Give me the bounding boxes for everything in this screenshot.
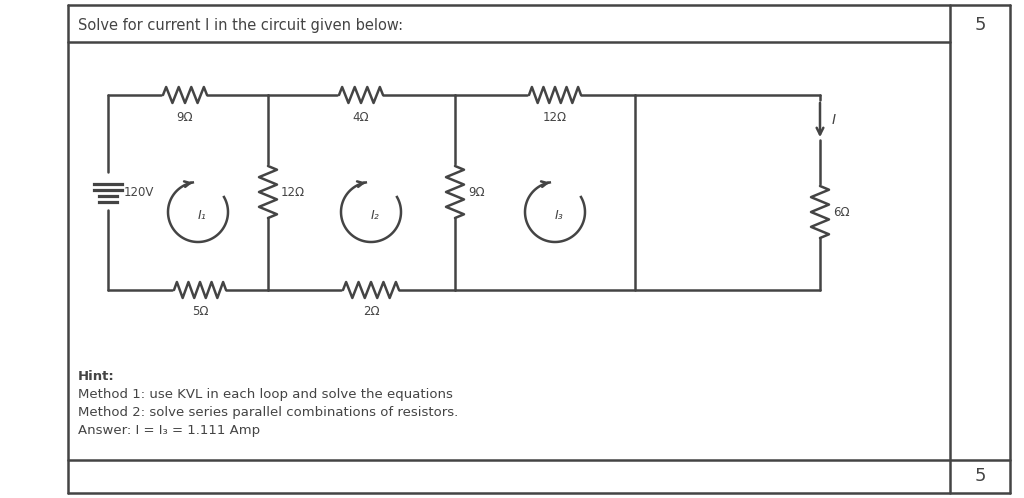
- Text: Solve for current I in the circuit given below:: Solve for current I in the circuit given…: [78, 17, 403, 32]
- Text: Method 2: solve series parallel combinations of resistors.: Method 2: solve series parallel combinat…: [78, 406, 459, 419]
- Text: 12Ω: 12Ω: [543, 111, 567, 124]
- Text: I: I: [831, 113, 837, 127]
- Text: Answer: I = I₃ = 1.111 Amp: Answer: I = I₃ = 1.111 Amp: [78, 424, 260, 437]
- Text: I₂: I₂: [371, 209, 379, 222]
- Text: 12Ω: 12Ω: [281, 185, 305, 199]
- Text: 5: 5: [974, 467, 986, 485]
- Text: Hint:: Hint:: [78, 370, 115, 383]
- Text: I₁: I₁: [198, 209, 207, 222]
- Text: 120V: 120V: [124, 185, 155, 199]
- Text: I₃: I₃: [555, 209, 563, 222]
- Text: 6Ω: 6Ω: [833, 206, 850, 219]
- Text: 9Ω: 9Ω: [177, 111, 194, 124]
- Text: 2Ω: 2Ω: [362, 305, 379, 318]
- Text: 5: 5: [974, 16, 986, 34]
- Text: 5Ω: 5Ω: [191, 305, 208, 318]
- Text: Method 1: use KVL in each loop and solve the equations: Method 1: use KVL in each loop and solve…: [78, 388, 453, 401]
- Text: 4Ω: 4Ω: [352, 111, 370, 124]
- Text: 9Ω: 9Ω: [468, 185, 484, 199]
